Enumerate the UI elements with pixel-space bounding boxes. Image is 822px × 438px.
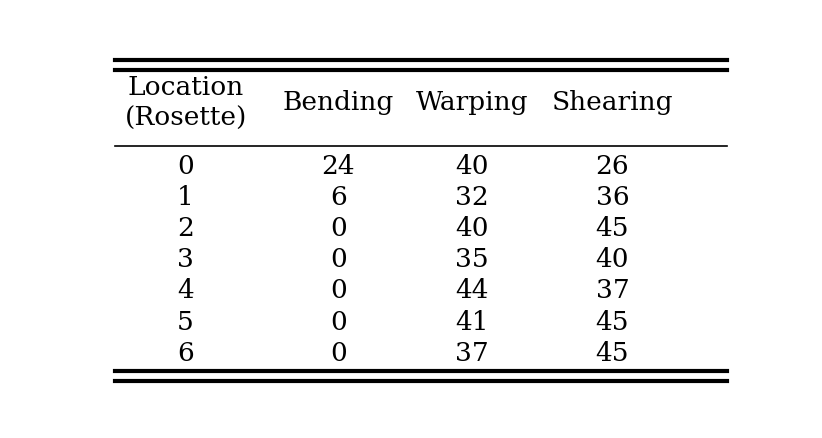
Text: 5: 5 — [178, 309, 194, 334]
Text: 45: 45 — [596, 340, 629, 365]
Text: 40: 40 — [455, 215, 489, 240]
Text: 45: 45 — [596, 309, 629, 334]
Text: 35: 35 — [455, 247, 489, 272]
Text: 6: 6 — [178, 340, 194, 365]
Text: 24: 24 — [321, 153, 355, 178]
Text: 2: 2 — [177, 215, 194, 240]
Text: 0: 0 — [178, 153, 194, 178]
Text: 26: 26 — [596, 153, 629, 178]
Text: 6: 6 — [330, 184, 347, 209]
Text: 40: 40 — [596, 247, 629, 272]
Text: 0: 0 — [330, 215, 347, 240]
Text: Bending: Bending — [283, 90, 394, 115]
Text: 0: 0 — [330, 309, 347, 334]
Text: Shearing: Shearing — [552, 90, 673, 115]
Text: 45: 45 — [596, 215, 629, 240]
Text: 32: 32 — [455, 184, 489, 209]
Text: 0: 0 — [330, 247, 347, 272]
Text: 37: 37 — [595, 278, 630, 303]
Text: 40: 40 — [455, 153, 489, 178]
Text: Warping: Warping — [416, 90, 529, 115]
Text: 4: 4 — [178, 278, 194, 303]
Text: Location
(Rosette): Location (Rosette) — [124, 74, 247, 130]
Text: 3: 3 — [177, 247, 194, 272]
Text: 41: 41 — [455, 309, 489, 334]
Text: 0: 0 — [330, 340, 347, 365]
Text: 36: 36 — [596, 184, 629, 209]
Text: 37: 37 — [455, 340, 489, 365]
Text: 1: 1 — [178, 184, 194, 209]
Text: 44: 44 — [455, 278, 489, 303]
Text: 0: 0 — [330, 278, 347, 303]
